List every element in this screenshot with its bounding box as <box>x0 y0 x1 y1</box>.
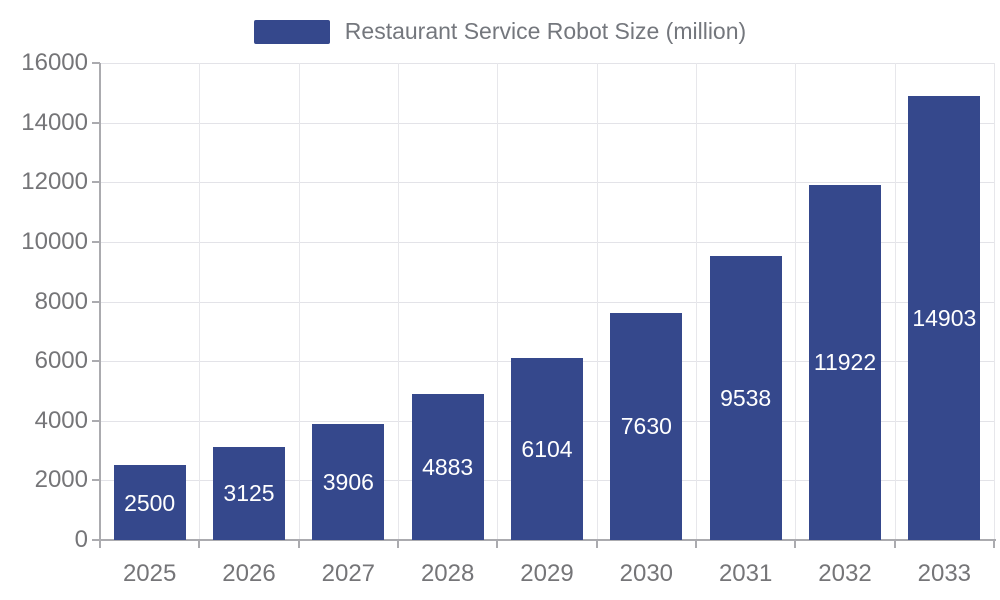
y-axis-line <box>99 63 101 541</box>
bar-value-label: 9538 <box>720 384 772 411</box>
x-axis-tick <box>893 541 896 548</box>
x-axis-tick <box>496 541 499 548</box>
x-axis-tick <box>297 541 300 548</box>
y-axis-tick <box>92 181 100 184</box>
y-tick-label: 14000 <box>21 108 88 136</box>
x-axis-tick <box>695 541 697 548</box>
bar <box>908 95 981 540</box>
x-axis-tick <box>198 541 201 548</box>
gridline-vertical <box>298 63 300 540</box>
bar <box>709 255 782 540</box>
x-axis-tick <box>397 541 399 548</box>
y-tick-label: 0 <box>74 526 88 553</box>
y-axis-tick <box>92 539 100 541</box>
y-axis-tick <box>92 121 100 124</box>
y-tick-label: 6000 <box>34 347 88 375</box>
x-axis-line <box>99 539 996 541</box>
bar-value-label: 14903 <box>912 304 977 331</box>
gridline-vertical <box>596 63 598 540</box>
y-tick-label: 10000 <box>21 227 88 255</box>
gridline-horizontal <box>101 301 994 303</box>
x-axis-tick <box>794 541 797 548</box>
bar-value-label: 7630 <box>620 413 672 440</box>
bar-value-label: 4883 <box>422 454 474 481</box>
x-tick-label: 2025 <box>122 560 177 587</box>
gridline-vertical <box>894 63 896 540</box>
x-tick-label: 2029 <box>520 560 574 587</box>
y-axis-tick <box>92 300 100 303</box>
gridline-vertical <box>994 63 995 540</box>
gridline-horizontal <box>101 63 994 64</box>
gridline-vertical <box>199 63 201 540</box>
bar <box>113 465 186 540</box>
legend[interactable]: Restaurant Service Robot Size (million) <box>0 18 1000 45</box>
bar <box>511 358 583 540</box>
y-tick-label: 4000 <box>34 406 88 434</box>
x-tick-label: 2028 <box>420 560 475 587</box>
bar-value-label: 3125 <box>223 480 275 507</box>
x-tick-label: 2031 <box>718 560 773 587</box>
gridline-vertical <box>497 63 499 540</box>
legend-label: Restaurant Service Robot Size (million) <box>344 18 747 44</box>
gridline-vertical <box>696 63 697 540</box>
x-axis-tick <box>993 541 995 548</box>
gridline-horizontal <box>101 241 994 243</box>
bar <box>312 423 385 540</box>
x-axis-tick <box>99 541 101 548</box>
legend-swatch <box>253 19 330 44</box>
y-axis-tick <box>92 419 100 422</box>
y-axis-tick <box>92 62 100 64</box>
bar-value-label: 6104 <box>521 436 573 462</box>
y-tick-label: 8000 <box>34 287 88 315</box>
bar-value-label: 2500 <box>124 489 176 516</box>
y-tick-label: 16000 <box>21 49 88 76</box>
y-axis-tick <box>92 360 100 363</box>
y-tick-label: 2000 <box>34 466 88 494</box>
y-axis-tick <box>92 240 100 243</box>
x-tick-label: 2033 <box>917 560 972 587</box>
gridline-vertical <box>795 63 797 540</box>
bar <box>213 446 285 540</box>
x-axis-tick <box>595 541 598 548</box>
x-tick-label: 2026 <box>222 560 276 587</box>
y-tick-label: 12000 <box>21 168 88 196</box>
gridline-horizontal <box>101 182 994 184</box>
y-axis-tick <box>92 479 100 482</box>
gridline-vertical <box>398 63 399 540</box>
bar-value-label: 3906 <box>322 468 374 495</box>
gridline-horizontal <box>101 122 994 124</box>
x-tick-label: 2032 <box>818 560 872 587</box>
bar-value-label: 11922 <box>813 349 877 376</box>
bar <box>809 184 881 540</box>
bar <box>411 394 484 540</box>
x-tick-label: 2027 <box>321 560 376 587</box>
bar <box>610 312 683 540</box>
x-tick-label: 2030 <box>619 560 674 587</box>
